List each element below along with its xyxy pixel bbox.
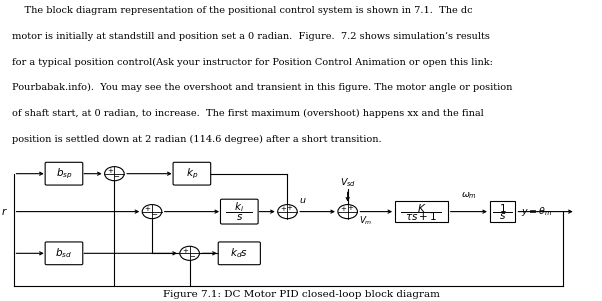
Text: $s$: $s$ <box>499 211 506 221</box>
Text: motor is initially at standstill and position set a 0 radian.  Figure.  7.2 show: motor is initially at standstill and pos… <box>12 32 490 41</box>
Circle shape <box>142 205 162 219</box>
Text: +: + <box>287 205 293 211</box>
FancyBboxPatch shape <box>45 162 83 185</box>
FancyBboxPatch shape <box>218 242 261 265</box>
Text: $y=\theta_m$: $y=\theta_m$ <box>521 205 553 218</box>
Text: $\tau s+1$: $\tau s+1$ <box>405 210 438 222</box>
Text: +: + <box>280 206 286 212</box>
Circle shape <box>278 205 297 219</box>
Bar <box>395 201 448 222</box>
Text: $b_{sp}$: $b_{sp}$ <box>55 166 72 181</box>
FancyBboxPatch shape <box>45 242 83 265</box>
Text: +: + <box>182 248 188 254</box>
Text: $\omega_m$: $\omega_m$ <box>461 190 477 201</box>
FancyBboxPatch shape <box>220 199 258 224</box>
Circle shape <box>338 205 358 219</box>
Text: $k_i$: $k_i$ <box>234 201 244 214</box>
Text: +: + <box>340 206 346 212</box>
Circle shape <box>180 246 199 260</box>
Text: $K$: $K$ <box>417 202 426 214</box>
Text: Figure 7.1: DC Motor PID closed-loop block diagram: Figure 7.1: DC Motor PID closed-loop blo… <box>163 290 439 299</box>
Text: Pourbabak.info).  You may see the overshoot and transient in this figure. The mo: Pourbabak.info). You may see the oversho… <box>12 83 512 92</box>
Text: for a typical position control(Ask your instructor for Position Control Animatio: for a typical position control(Ask your … <box>12 57 493 67</box>
Text: $k_p$: $k_p$ <box>186 166 198 181</box>
Text: $s$: $s$ <box>236 212 243 222</box>
Text: $r$: $r$ <box>1 206 7 217</box>
Text: of shaft start, at 0 radian, to increase.  The first maximum (overshoot) happens: of shaft start, at 0 radian, to increase… <box>12 109 484 118</box>
Bar <box>490 201 515 222</box>
Text: $V_{sd}$: $V_{sd}$ <box>340 177 356 189</box>
Text: −: − <box>189 254 194 260</box>
Text: +: + <box>144 206 150 212</box>
Text: The block diagram representation of the positional control system is shown in 7.: The block diagram representation of the … <box>12 6 473 15</box>
Text: −: − <box>114 174 119 180</box>
Text: $V_m$: $V_m$ <box>359 214 373 227</box>
Text: $b_{sd}$: $b_{sd}$ <box>55 247 72 260</box>
Text: +: + <box>347 205 353 211</box>
FancyBboxPatch shape <box>173 162 211 185</box>
Circle shape <box>105 167 124 181</box>
Text: $1$: $1$ <box>499 202 506 214</box>
Text: position is settled down at 2 radian (114.6 degree) after a short transition.: position is settled down at 2 radian (11… <box>12 135 382 144</box>
Text: $u$: $u$ <box>299 196 307 205</box>
Text: +: + <box>107 168 113 174</box>
Text: −: − <box>151 212 157 218</box>
Text: $k_d s$: $k_d s$ <box>230 247 249 260</box>
